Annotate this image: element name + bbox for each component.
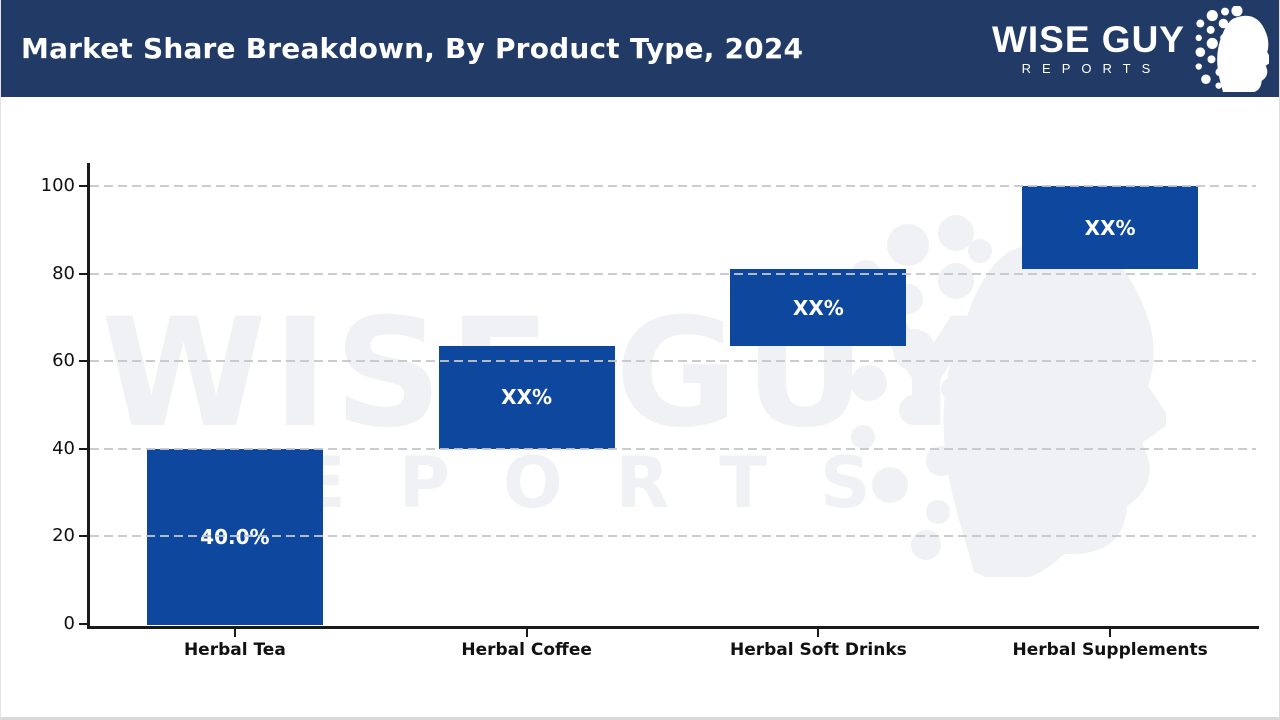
- bar-segment: XX%: [438, 345, 615, 449]
- chart-area: WISE GUY REPORTS 0 20 40 60 80 100 40.0% Herbal…: [1, 97, 1279, 717]
- brand-name: WISE GUY: [991, 19, 1185, 60]
- gridline: [90, 272, 1256, 275]
- brand-subtitle: REPORTS: [1021, 61, 1162, 76]
- y-tick-mark: [79, 535, 87, 538]
- bar-segment: XX%: [730, 269, 907, 346]
- y-tick-label: 40: [52, 437, 75, 459]
- x-category-label: Herbal Soft Drinks: [730, 639, 907, 660]
- gridline: [90, 360, 1256, 363]
- watermark-head-graphic: [851, 215, 1166, 577]
- y-tick-label: 100: [40, 175, 75, 196]
- gridline: [90, 185, 1256, 187]
- brand-text: WISE GUY REPORTS: [992, 21, 1185, 76]
- x-tick-mark: [1109, 628, 1112, 637]
- y-tick-label: 20: [52, 525, 75, 547]
- y-axis-line: [87, 163, 90, 629]
- y-tick-mark: [79, 185, 87, 187]
- x-category-label: Herbal Tea: [183, 639, 286, 660]
- y-tick-label: 0: [63, 613, 75, 634]
- bar-segment: XX%: [1022, 186, 1199, 270]
- brand-head-icon: [1195, 5, 1269, 92]
- brand-logo: WISE GUY REPORTS: [992, 5, 1269, 92]
- x-category-label: Herbal Supplements: [1012, 639, 1208, 660]
- y-tick-label: 60: [52, 350, 75, 372]
- x-tick-mark: [817, 628, 820, 637]
- y-tick-mark: [79, 272, 87, 275]
- y-tick-mark: [79, 360, 87, 363]
- gridline: [90, 447, 1256, 450]
- y-tick-mark: [79, 447, 87, 450]
- x-axis-line: [87, 625, 1259, 629]
- x-category-label: Herbal Coffee: [461, 639, 592, 660]
- gridline: [90, 535, 1256, 538]
- header-bar: Market Share Breakdown, By Product Type,…: [1, 0, 1279, 97]
- y-tick-mark: [79, 623, 87, 625]
- bar-value-label: XX%: [1084, 215, 1136, 240]
- x-tick-mark: [233, 628, 236, 637]
- x-tick-mark: [525, 628, 528, 637]
- y-tick-label: 80: [52, 262, 75, 284]
- bar-value-label: XX%: [501, 385, 553, 410]
- bar-value-label: XX%: [792, 295, 844, 320]
- chart-title: Market Share Breakdown, By Product Type,…: [21, 32, 804, 65]
